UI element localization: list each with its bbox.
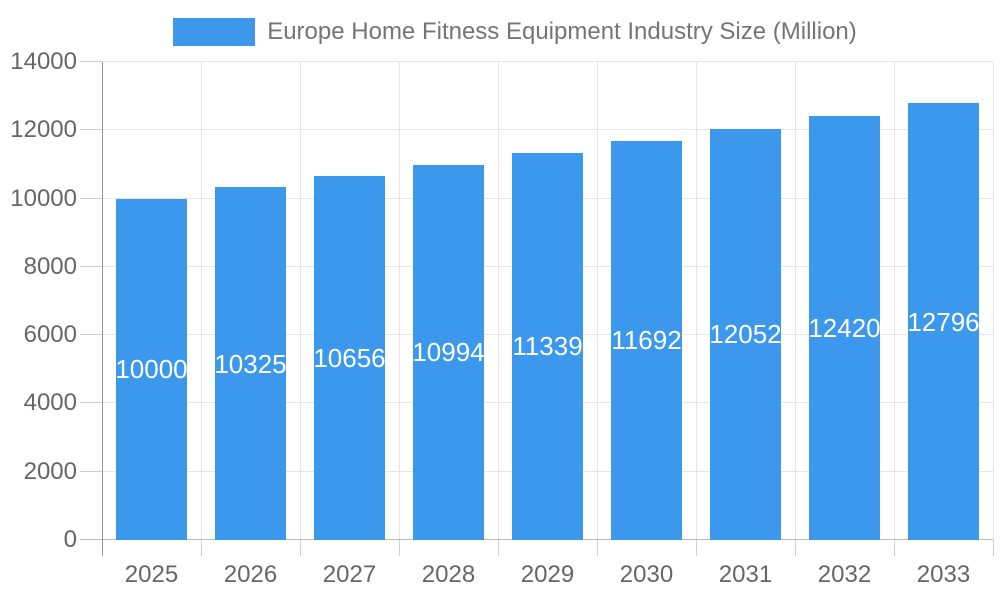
bar-value-label: 12420 bbox=[808, 312, 881, 343]
y-axis-label: 4000 bbox=[23, 389, 77, 417]
y-tick bbox=[80, 265, 102, 267]
x-tick bbox=[201, 540, 202, 556]
y-axis-label: 0 bbox=[63, 526, 77, 553]
y-tick bbox=[80, 402, 102, 404]
x-tick bbox=[795, 540, 796, 556]
bar[interactable] bbox=[611, 140, 682, 540]
x-gridline bbox=[300, 62, 301, 540]
y-tick bbox=[80, 470, 102, 472]
x-gridline bbox=[399, 62, 400, 540]
x-tick bbox=[399, 540, 400, 556]
bar-value-label: 11692 bbox=[611, 325, 682, 356]
y-tick bbox=[80, 129, 102, 131]
x-axis-label: 2029 bbox=[520, 561, 575, 588]
x-tick bbox=[300, 540, 301, 556]
bar-value-label: 12796 bbox=[907, 306, 980, 337]
y-gridline bbox=[102, 129, 993, 131]
x-gridline bbox=[498, 62, 499, 540]
bar[interactable] bbox=[314, 176, 385, 540]
x-axis-label: 2028 bbox=[421, 561, 476, 588]
y-axis-line bbox=[102, 62, 103, 556]
y-axis-label: 2000 bbox=[23, 457, 77, 485]
x-gridline bbox=[993, 62, 994, 540]
bar[interactable] bbox=[908, 103, 979, 540]
x-tick bbox=[993, 540, 994, 556]
y-tick bbox=[80, 334, 102, 336]
legend-swatch bbox=[173, 18, 256, 46]
y-axis-label: 12000 bbox=[10, 116, 77, 144]
y-axis-label: 6000 bbox=[23, 321, 77, 349]
y-gridline bbox=[102, 61, 993, 62]
legend: Europe Home Fitness Equipment Industry S… bbox=[0, 18, 1000, 46]
bar[interactable] bbox=[809, 115, 880, 540]
x-gridline bbox=[201, 62, 202, 540]
x-gridline bbox=[597, 62, 598, 540]
bar[interactable] bbox=[215, 187, 286, 540]
bar-value-label: 10994 bbox=[412, 337, 485, 368]
x-axis-label: 2026 bbox=[223, 561, 278, 588]
bar-value-label: 10656 bbox=[313, 343, 386, 374]
x-gridline bbox=[696, 62, 697, 540]
x-axis-label: 2032 bbox=[817, 561, 872, 588]
bar-value-label: 12052 bbox=[709, 319, 782, 350]
y-axis-label: 8000 bbox=[23, 252, 77, 280]
legend-label: Europe Home Fitness Equipment Industry S… bbox=[267, 18, 857, 45]
x-tick bbox=[894, 540, 895, 556]
y-tick bbox=[80, 197, 102, 199]
bar[interactable] bbox=[710, 128, 781, 540]
x-gridline bbox=[894, 62, 895, 540]
x-axis-label: 2030 bbox=[619, 561, 674, 588]
bar[interactable] bbox=[116, 198, 187, 540]
bar-value-label: 11339 bbox=[512, 331, 583, 362]
y-axis-label: 14000 bbox=[10, 48, 77, 75]
x-axis-label: 2027 bbox=[322, 561, 377, 588]
bar-value-label: 10325 bbox=[214, 348, 287, 379]
x-tick bbox=[597, 540, 598, 556]
y-tick bbox=[80, 61, 102, 62]
y-axis-label: 10000 bbox=[10, 184, 77, 212]
bar[interactable] bbox=[413, 164, 484, 540]
x-axis-label: 2033 bbox=[916, 561, 971, 588]
bar-value-label: 10000 bbox=[115, 354, 188, 385]
legend-item[interactable]: Europe Home Fitness Equipment Industry S… bbox=[173, 18, 857, 46]
x-axis-label: 2031 bbox=[718, 561, 773, 588]
x-tick bbox=[498, 540, 499, 556]
x-gridline bbox=[795, 62, 796, 540]
x-axis-label: 2025 bbox=[124, 561, 179, 588]
x-tick bbox=[696, 540, 697, 556]
bar[interactable] bbox=[512, 152, 583, 540]
